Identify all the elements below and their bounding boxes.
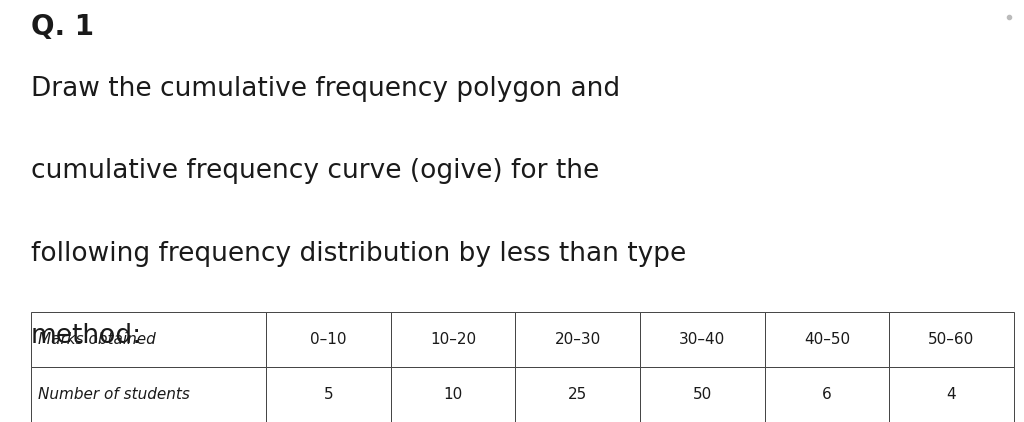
Text: 30–40: 30–40 bbox=[679, 332, 725, 347]
Text: 5: 5 bbox=[324, 387, 333, 402]
Text: method:: method: bbox=[31, 323, 142, 349]
Text: 25: 25 bbox=[568, 387, 588, 402]
Text: 50: 50 bbox=[692, 387, 712, 402]
Text: 10–20: 10–20 bbox=[430, 332, 476, 347]
Text: Number of students: Number of students bbox=[38, 387, 189, 402]
Text: 40–50: 40–50 bbox=[804, 332, 850, 347]
Text: Q. 1: Q. 1 bbox=[31, 13, 94, 41]
Text: Marks obtained: Marks obtained bbox=[38, 332, 156, 347]
Text: Draw the cumulative frequency polygon and: Draw the cumulative frequency polygon an… bbox=[31, 76, 620, 102]
Text: 10: 10 bbox=[443, 387, 463, 402]
Text: 20–30: 20–30 bbox=[555, 332, 601, 347]
Text: cumulative frequency curve (ogive) for the: cumulative frequency curve (ogive) for t… bbox=[31, 158, 599, 184]
Text: 4: 4 bbox=[946, 387, 956, 402]
Text: 6: 6 bbox=[822, 387, 831, 402]
Text: 50–60: 50–60 bbox=[929, 332, 975, 347]
Text: 0–10: 0–10 bbox=[310, 332, 347, 347]
Text: following frequency distribution by less than type: following frequency distribution by less… bbox=[31, 241, 686, 267]
